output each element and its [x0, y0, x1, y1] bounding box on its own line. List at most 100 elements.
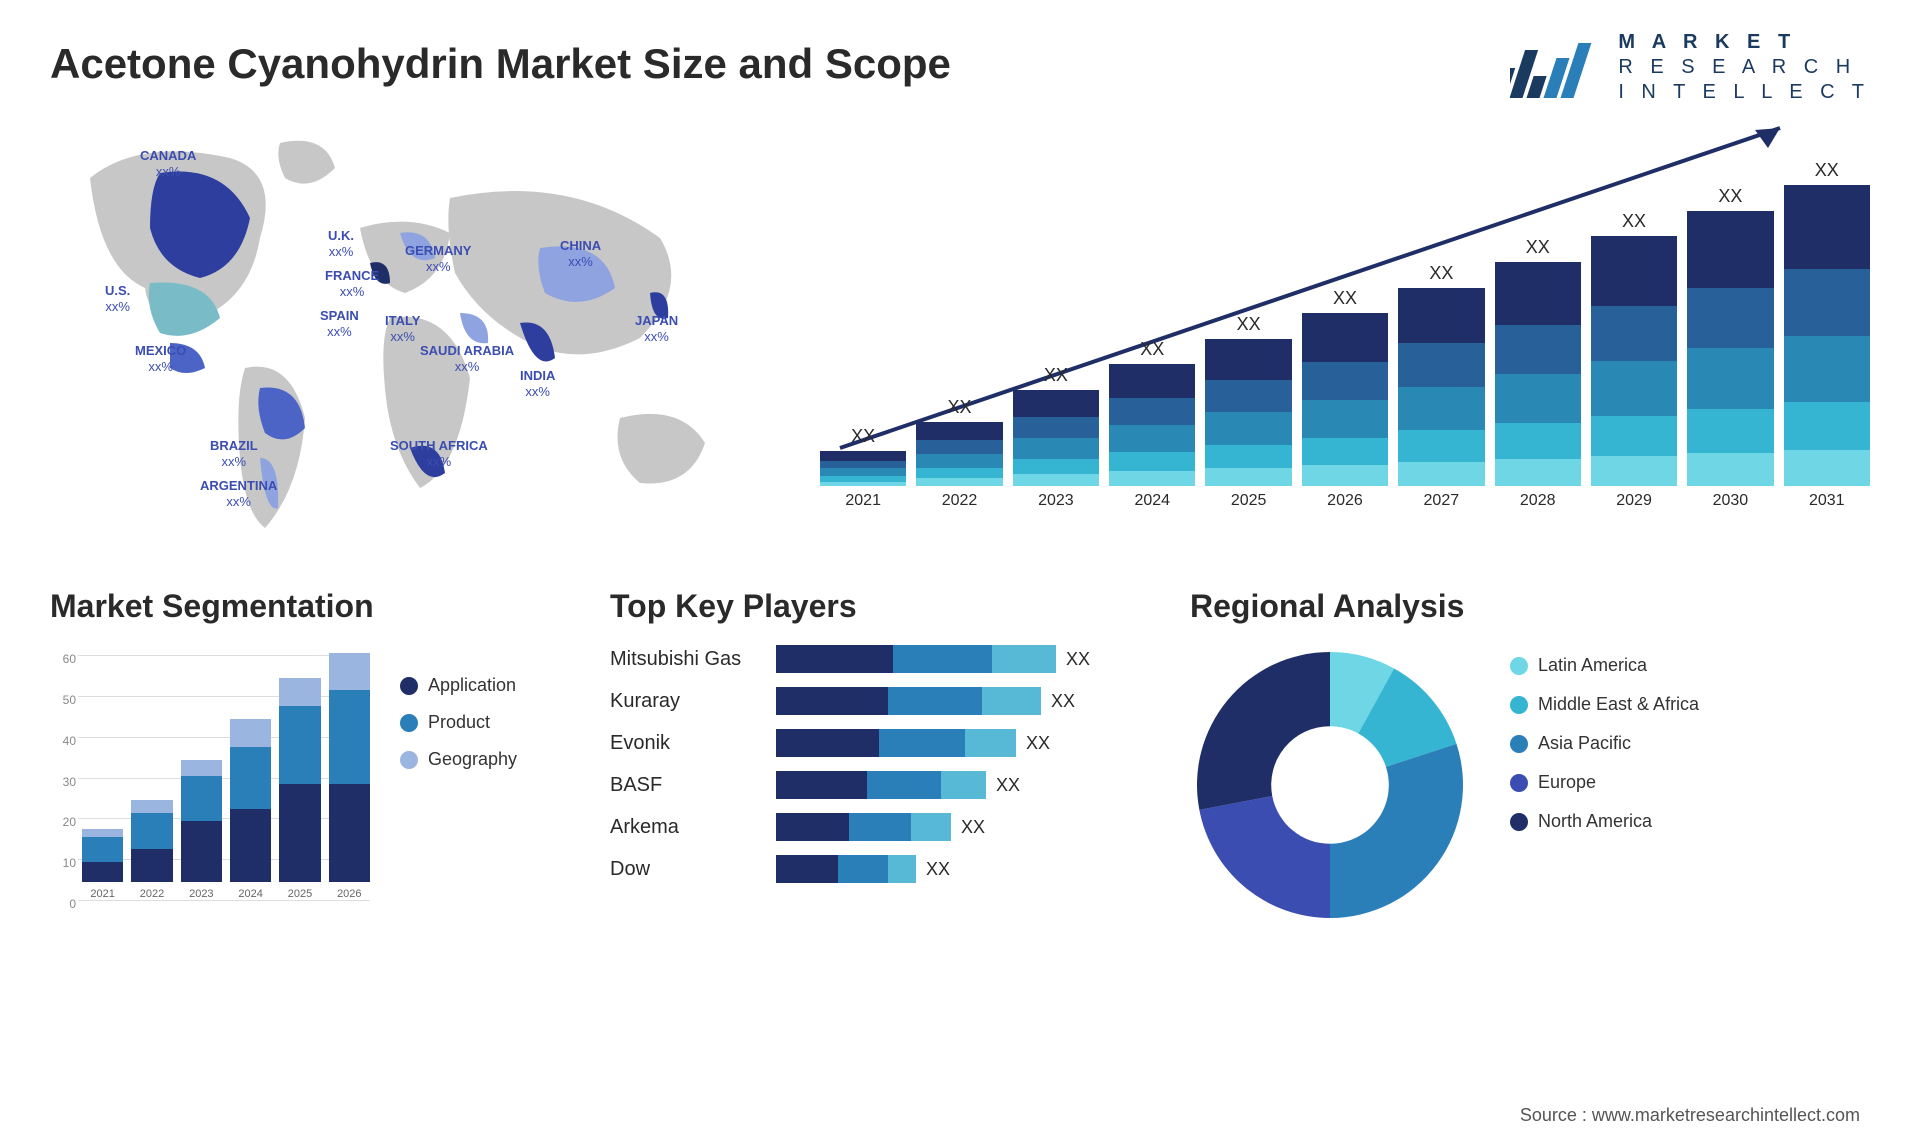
legend-label: Asia Pacific: [1538, 733, 1631, 754]
main-bar-column: XX 2025: [1205, 314, 1291, 510]
seg-x-label: 2026: [337, 888, 361, 900]
bar-segment: [1398, 343, 1484, 387]
bar-x-label: 2025: [1231, 492, 1267, 510]
bar-segment: [1013, 417, 1099, 438]
player-bar-segment: [965, 729, 1016, 757]
bar-segment: [1302, 465, 1388, 486]
bar-segment: [1205, 468, 1291, 486]
bar-segment: [916, 478, 1002, 486]
seg-x-label: 2024: [238, 888, 262, 900]
seg-bar-segment: [82, 829, 123, 837]
map-label: SOUTH AFRICAxx%: [390, 438, 488, 469]
player-name: Kuraray: [610, 690, 760, 713]
world-map: CANADAxx%U.S.xx%MEXICOxx%BRAZILxx%ARGENT…: [50, 118, 770, 538]
map-label: FRANCExx%: [325, 268, 379, 299]
legend-item: Geography: [400, 749, 517, 770]
legend-swatch-icon: [1510, 657, 1528, 675]
bar-value-label: XX: [1237, 314, 1261, 335]
bar-x-label: 2031: [1809, 492, 1845, 510]
player-bar-segment: [888, 855, 916, 883]
bar-segment: [1687, 211, 1773, 288]
player-row: EvonikXX: [610, 729, 1150, 757]
seg-bar-segment: [131, 813, 172, 850]
y-tick-label: 10: [50, 856, 76, 862]
main-bar-column: XX2023: [1013, 365, 1099, 510]
legend-item: Product: [400, 712, 517, 733]
legend-swatch-icon: [1510, 774, 1528, 792]
seg-x-label: 2021: [90, 888, 114, 900]
player-bar: XX: [776, 855, 1150, 883]
legend-label: Geography: [428, 749, 517, 770]
map-label: INDIAxx%: [520, 368, 555, 399]
player-bar-segment: [776, 729, 879, 757]
bar-segment: [1205, 380, 1291, 412]
bar-segment: [1591, 416, 1677, 456]
bar-segment: [1205, 412, 1291, 444]
bar-segment: [1302, 362, 1388, 400]
legend-item: North America: [1510, 811, 1699, 832]
bar-segment: [1013, 459, 1099, 474]
player-name: Arkema: [610, 816, 760, 839]
player-row: Mitsubishi GasXX: [610, 645, 1150, 673]
bar-segment: [1591, 306, 1677, 361]
player-bar-segment: [879, 729, 965, 757]
bar-value-label: XX: [1429, 263, 1453, 284]
bar-segment: [1784, 185, 1870, 269]
bar-x-label: 2030: [1713, 492, 1749, 510]
main-bar-column: XX2027: [1398, 263, 1484, 510]
bar-segment: [1109, 364, 1195, 398]
bar-segment: [1398, 462, 1484, 486]
bar-segment: [1687, 409, 1773, 453]
bar-segment: [1109, 425, 1195, 452]
bar-segment: [1784, 269, 1870, 335]
regional-legend: Latin AmericaMiddle East & AfricaAsia Pa…: [1510, 645, 1699, 832]
map-label: CHINAxx%: [560, 238, 601, 269]
player-row: BASFXX: [610, 771, 1150, 799]
bar-segment: [916, 422, 1002, 440]
bar-segment: [820, 468, 906, 476]
brand-logo: M A R K E T R E S E A R C H I N T E L L …: [1510, 30, 1870, 105]
player-row: DowXX: [610, 855, 1150, 883]
bar-value-label: XX: [1526, 237, 1550, 258]
seg-bar-segment: [230, 747, 271, 808]
map-label: SPAINxx%: [320, 308, 359, 339]
player-bar-segment: [776, 645, 893, 673]
bar-value-label: XX: [851, 426, 875, 447]
players-title: Top Key Players: [610, 588, 1150, 625]
bar-value-label: XX: [1140, 339, 1164, 360]
segmentation-title: Market Segmentation: [50, 588, 570, 625]
seg-bar-segment: [181, 776, 222, 821]
bar-segment: [1495, 325, 1581, 374]
player-bar-segment: [941, 771, 986, 799]
bar-x-label: 2021: [845, 492, 881, 510]
player-value-label: XX: [1026, 733, 1050, 754]
bar-segment: [1205, 339, 1291, 380]
main-bar-column: XX2031: [1784, 160, 1870, 510]
player-value-label: XX: [1051, 691, 1075, 712]
player-bar-segment: [776, 855, 838, 883]
legend-item: Europe: [1510, 772, 1699, 793]
map-label: JAPANxx%: [635, 313, 678, 344]
player-bar: XX: [776, 771, 1150, 799]
main-bar-column: XX2022: [916, 397, 1002, 510]
bar-segment: [916, 468, 1002, 478]
market-size-chart: XX2021XX2022XX2023XX2024XX2025XX2026XX20…: [820, 118, 1870, 538]
bar-segment: [1687, 348, 1773, 409]
bar-segment: [1302, 400, 1388, 438]
seg-bar-column: 2026: [329, 653, 370, 900]
bar-segment: [1687, 453, 1773, 486]
main-bar-column: XX 2021: [820, 426, 906, 510]
bar-x-label: 2023: [1038, 492, 1074, 510]
legend-swatch-icon: [1510, 813, 1528, 831]
player-bar: XX: [776, 813, 1150, 841]
bar-segment: [1495, 423, 1581, 459]
bar-x-label: 2028: [1520, 492, 1556, 510]
seg-bar-segment: [279, 784, 320, 882]
y-tick-label: 30: [50, 775, 76, 781]
main-bar-column: XX 2028: [1495, 237, 1581, 510]
legend-label: Latin America: [1538, 655, 1647, 676]
bar-segment: [1398, 387, 1484, 431]
map-label: MEXICOxx%: [135, 343, 186, 374]
bar-x-label: 2022: [942, 492, 978, 510]
bar-segment: [1784, 402, 1870, 450]
